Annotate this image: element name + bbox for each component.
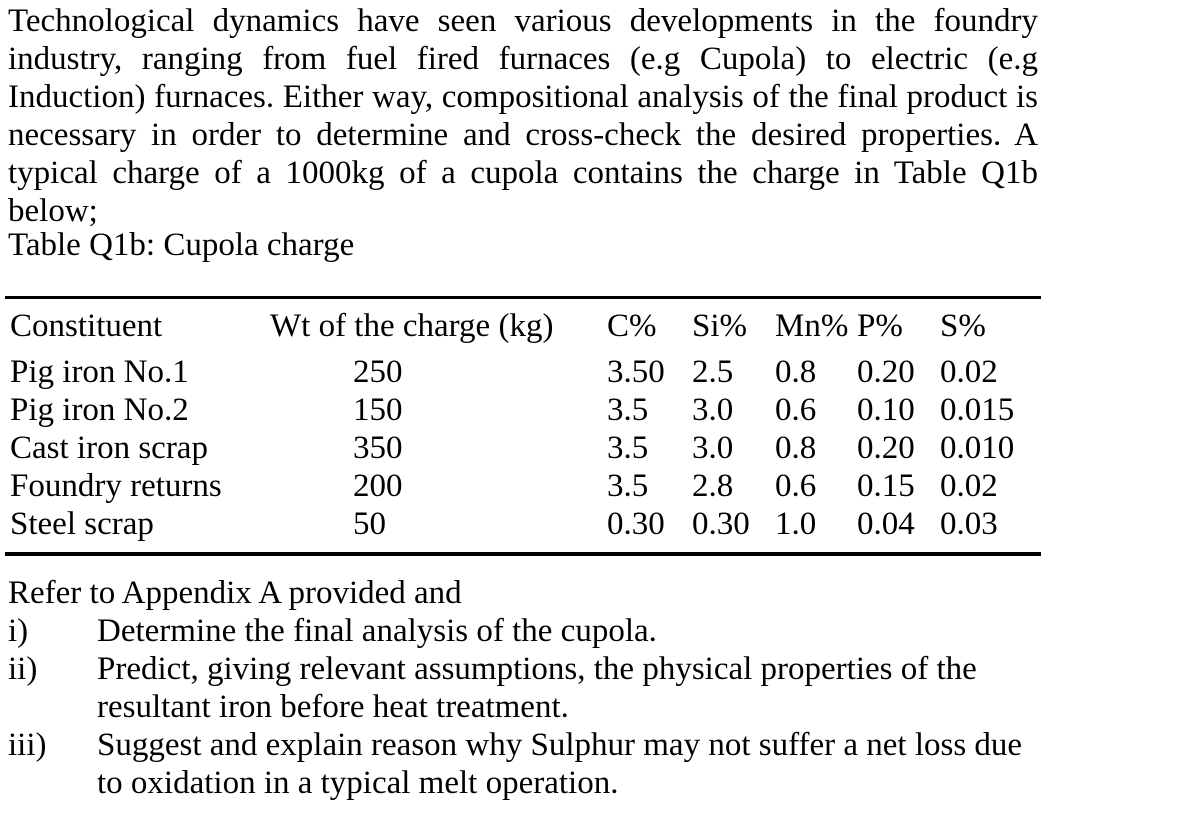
table-caption: Table Q1b: Cupola charge [8, 227, 355, 263]
cell-s: 0.02 [940, 468, 998, 504]
cell-mn: 0.8 [775, 354, 817, 390]
cell-p: 0.20 [857, 430, 915, 466]
question-text: Predict, giving relevant assumptions, th… [97, 650, 1048, 726]
header-si: Si% [692, 308, 748, 344]
question-item-ii: ii) Predict, giving relevant assumptions… [8, 650, 1048, 726]
cell-s: 0.03 [940, 506, 998, 542]
cell-c: 3.5 [607, 430, 649, 466]
question-marker: iii) [8, 727, 47, 763]
question-marker: i) [8, 613, 29, 649]
questions-section: Refer to Appendix A provided and i) Dete… [8, 574, 1048, 802]
cell-wt: 50 [353, 506, 386, 542]
cell-wt: 250 [353, 354, 403, 390]
cell-mn: 0.6 [775, 468, 817, 504]
cell-p: 0.04 [857, 506, 915, 542]
cell-constituent: Foundry returns [10, 468, 222, 504]
cell-c: 0.30 [607, 506, 665, 542]
cell-p: 0.15 [857, 468, 915, 504]
paragraph-line: industry, ranging from fuel fired furnac… [8, 41, 1038, 77]
header-wt: Wt of the charge (kg) [270, 308, 554, 344]
paragraph-line: necessary in order to determine and cros… [8, 117, 1038, 153]
cell-si: 3.0 [692, 430, 734, 466]
table-row: Cast iron scrap 350 3.5 3.0 0.8 0.20 0.0… [5, 429, 1041, 467]
cell-constituent: Pig iron No.1 [10, 354, 189, 390]
cell-s: 0.015 [940, 392, 1015, 428]
question-text: Determine the final analysis of the cupo… [97, 612, 1048, 650]
question-line: resultant iron before heat treatment. [97, 689, 569, 725]
header-c: C% [607, 308, 657, 344]
header-p: P% [857, 308, 903, 344]
cell-wt: 150 [353, 392, 403, 428]
cell-wt: 200 [353, 468, 403, 504]
cell-si: 3.0 [692, 392, 734, 428]
cell-c: 3.5 [607, 468, 649, 504]
cell-constituent: Steel scrap [10, 506, 154, 542]
cupola-charge-table: Constituent Wt of the charge (kg) C% Si%… [5, 296, 1041, 556]
cell-si: 2.5 [692, 354, 734, 390]
cell-si: 0.30 [692, 506, 750, 542]
question-text: Suggest and explain reason why Sulphur m… [97, 726, 1048, 802]
header-s: S% [940, 308, 986, 344]
cell-s: 0.010 [940, 430, 1015, 466]
table-row: Foundry returns 200 3.5 2.8 0.6 0.15 0.0… [5, 467, 1041, 505]
paragraph-line: typical charge of a 1000kg of a cupola c… [8, 155, 1038, 229]
question-item-iii: iii) Suggest and explain reason why Sulp… [8, 726, 1048, 802]
question-line: Suggest and explain reason why Sulphur m… [97, 727, 1023, 763]
cell-wt: 350 [353, 430, 403, 466]
question-line: Determine the final analysis of the cupo… [97, 613, 657, 649]
cell-constituent: Cast iron scrap [10, 430, 208, 466]
table-row: Pig iron No.1 250 3.50 2.5 0.8 0.20 0.02 [5, 353, 1041, 391]
cell-mn: 0.6 [775, 392, 817, 428]
cell-c: 3.50 [607, 354, 665, 390]
cell-s: 0.02 [940, 354, 998, 390]
header-mn: Mn% [775, 308, 849, 344]
question-line: to oxidation in a typical melt operation… [97, 765, 619, 801]
question-marker: ii) [8, 651, 38, 687]
question-line: Predict, giving relevant assumptions, th… [97, 651, 977, 687]
questions-intro: Refer to Appendix A provided and [8, 575, 462, 611]
table-row: Steel scrap 50 0.30 0.30 1.0 0.04 0.03 [5, 505, 1041, 554]
paragraph-line: Induction) furnaces. Either way, composi… [8, 79, 1038, 115]
cell-constituent: Pig iron No.2 [10, 392, 189, 428]
intro-paragraph: Technological dynamics have seen various… [8, 2, 1038, 230]
table-header-row: Constituent Wt of the charge (kg) C% Si%… [5, 298, 1041, 354]
cell-mn: 1.0 [775, 506, 817, 542]
table-row: Pig iron No.2 150 3.5 3.0 0.6 0.10 0.015 [5, 391, 1041, 429]
cell-p: 0.10 [857, 392, 915, 428]
paragraph-line: Technological dynamics have seen various… [8, 3, 1038, 39]
cell-si: 2.8 [692, 468, 734, 504]
question-item-i: i) Determine the final analysis of the c… [8, 612, 1048, 650]
cell-p: 0.20 [857, 354, 915, 390]
cell-c: 3.5 [607, 392, 649, 428]
header-constituent: Constituent [10, 308, 163, 344]
cell-mn: 0.8 [775, 430, 817, 466]
